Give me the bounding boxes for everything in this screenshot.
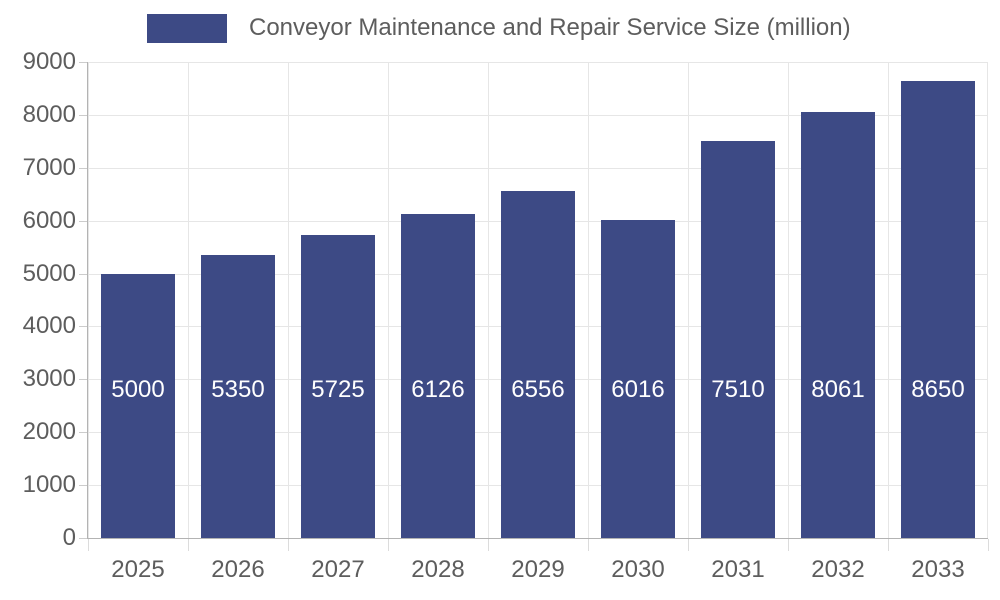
y-tick-label: 3000 — [22, 365, 76, 393]
y-tick-label: 4000 — [22, 312, 76, 340]
gridline-horizontal — [88, 114, 988, 116]
x-tick-label: 2030 — [611, 556, 665, 583]
x-tick-label: 2031 — [711, 556, 765, 583]
x-tick-label: 2033 — [911, 556, 965, 583]
y-tick-label: 5000 — [22, 259, 76, 287]
x-tick-mark — [888, 539, 889, 551]
x-tick-label: 2027 — [311, 556, 365, 583]
gridline-horizontal — [88, 62, 988, 63]
gridline-vertical — [688, 62, 689, 538]
bar-value-label: 6016 — [611, 376, 665, 403]
gridline-horizontal — [88, 167, 988, 169]
bar-value-label: 5350 — [211, 376, 265, 403]
y-tick-mark — [79, 114, 87, 116]
x-tick-label: 2026 — [211, 556, 265, 583]
y-tick-mark — [79, 220, 87, 222]
x-tick-label: 2025 — [111, 556, 165, 583]
y-tick-mark — [79, 62, 87, 63]
chart-legend: Conveyor Maintenance and Repair Service … — [147, 13, 851, 43]
bar-2033[interactable]: 8650 — [901, 80, 975, 538]
y-tick-label: 0 — [62, 524, 76, 551]
legend-color-swatch — [147, 13, 227, 43]
y-tick-label: 9000 — [22, 48, 76, 75]
y-tick-label: 6000 — [22, 206, 76, 234]
x-tick-mark — [388, 539, 389, 551]
bar-2027[interactable]: 5725 — [301, 235, 375, 538]
y-tick-mark — [79, 273, 87, 275]
x-tick-mark — [988, 539, 989, 551]
y-tick-mark — [79, 432, 87, 434]
gridline-vertical — [588, 62, 589, 538]
y-tick-label: 1000 — [22, 471, 76, 499]
y-tick-mark — [79, 485, 87, 487]
y-tick-mark — [79, 538, 87, 539]
bar-2029[interactable]: 6556 — [501, 191, 575, 538]
bar-value-label: 7510 — [711, 376, 765, 403]
bar-2025[interactable]: 5000 — [101, 273, 175, 538]
gridline-vertical — [88, 62, 89, 538]
bar-2032[interactable]: 8061 — [801, 111, 875, 538]
x-tick-label: 2029 — [511, 556, 565, 583]
gridline-vertical — [288, 62, 289, 538]
x-axis-line — [87, 538, 988, 539]
bar-value-label: 5725 — [311, 376, 365, 403]
bar-2030[interactable]: 6016 — [601, 219, 675, 538]
x-tick-mark — [488, 539, 489, 551]
y-tick-label: 8000 — [22, 100, 76, 128]
x-tick-mark — [88, 539, 89, 551]
bar-value-label: 6556 — [511, 376, 565, 403]
y-tick-mark — [79, 326, 87, 328]
y-axis-labels: 0 1000 2000 3000 4000 5000 6000 7000 8000 9000 — [0, 0, 76, 600]
x-tick-mark — [688, 539, 689, 551]
x-tick-mark — [588, 539, 589, 551]
legend-label: Conveyor Maintenance and Repair Service … — [249, 14, 851, 41]
bar-value-label: 6126 — [411, 376, 465, 403]
bar-2028[interactable]: 6126 — [401, 214, 475, 538]
bar-value-label: 8650 — [911, 376, 965, 403]
y-tick-label: 2000 — [22, 418, 76, 446]
bar-value-label: 5000 — [111, 376, 165, 403]
gridline-vertical — [888, 62, 889, 538]
bar-2031[interactable]: 7510 — [701, 140, 775, 538]
y-tick-label: 7000 — [22, 153, 76, 181]
gridline-vertical — [188, 62, 189, 538]
bar-2026[interactable]: 5350 — [201, 255, 275, 538]
x-tick-label: 2032 — [811, 556, 865, 583]
x-tick-mark — [788, 539, 789, 551]
gridline-vertical — [987, 62, 988, 538]
bar-value-label: 8061 — [811, 376, 865, 403]
y-tick-mark — [79, 167, 87, 169]
gridline-vertical — [788, 62, 789, 538]
gridline-vertical — [388, 62, 389, 538]
y-axis-line — [87, 62, 88, 539]
plot-area: 5000 5350 5725 6126 6556 6016 7510 8061 8650 — [88, 62, 988, 539]
x-tick-label: 2028 — [411, 556, 465, 583]
y-tick-mark — [79, 379, 87, 381]
gridline-vertical — [488, 62, 489, 538]
x-tick-mark — [288, 539, 289, 551]
x-tick-mark — [188, 539, 189, 551]
